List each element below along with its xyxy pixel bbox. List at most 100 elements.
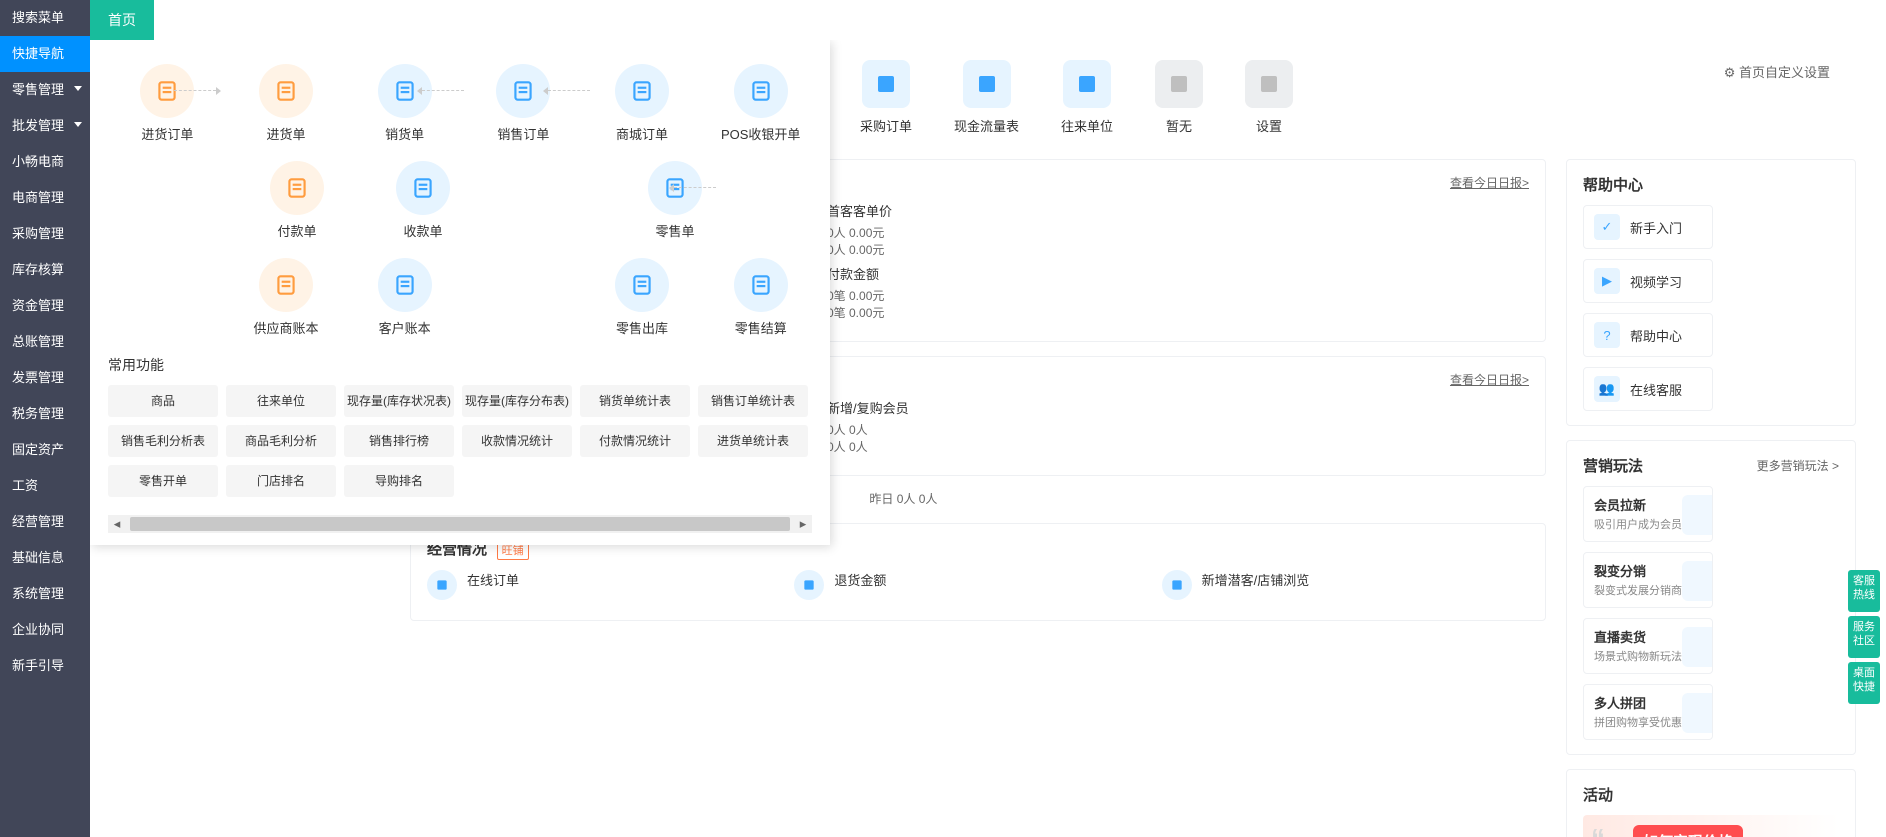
promo-headline: 如何实现价格 精细化管理，: [1633, 825, 1743, 837]
marketing-item[interactable]: 多人拼团拼团购物享受优惠: [1583, 684, 1713, 740]
tile-label: 采购订单: [860, 116, 912, 135]
common-function-button[interactable]: 往来单位: [226, 385, 336, 417]
flow-node[interactable]: 供应商账本: [227, 258, 346, 337]
rail-button[interactable]: 客服热线: [1848, 570, 1880, 612]
flow-circle-icon: [615, 258, 669, 312]
sidebar-search[interactable]: 搜索菜单: [0, 0, 90, 36]
common-function-button[interactable]: 零售开单: [108, 465, 218, 497]
rail-button[interactable]: 服务社区: [1848, 616, 1880, 658]
common-function-button[interactable]: 销货单统计表: [580, 385, 690, 417]
help-icon: ?: [1594, 322, 1620, 348]
daily-report-link-2[interactable]: 查看今日日报>: [1450, 371, 1529, 388]
sidebar-item[interactable]: 经营管理: [0, 504, 90, 540]
quick-tile[interactable]: 设置: [1245, 60, 1293, 135]
help-label: 视频学习: [1630, 272, 1682, 291]
common-function-button[interactable]: 商品毛利分析: [226, 425, 336, 457]
help-icon: ▶: [1594, 268, 1620, 294]
stat-line: 0人 0.00元: [827, 241, 892, 258]
help-label: 在线客服: [1630, 380, 1682, 399]
common-function-button[interactable]: 商品: [108, 385, 218, 417]
sidebar-item[interactable]: 新手引导: [0, 648, 90, 684]
marketing-more-link[interactable]: 更多营销玩法 >: [1757, 457, 1839, 474]
flow-node[interactable]: 进货单: [227, 64, 346, 143]
rail-button[interactable]: 桌面快捷: [1848, 662, 1880, 704]
quick-tile[interactable]: 往来单位: [1061, 60, 1113, 135]
sidebar-item[interactable]: 电商管理: [0, 180, 90, 216]
sidebar-item[interactable]: 税务管理: [0, 396, 90, 432]
common-function-button[interactable]: 现存量(库存分布表): [462, 385, 572, 417]
quick-tile[interactable]: 暂无: [1155, 60, 1203, 135]
sidebar-item[interactable]: 系统管理: [0, 576, 90, 612]
sidebar-item[interactable]: 发票管理: [0, 360, 90, 396]
marketing-item[interactable]: 直播卖货场景式购物新玩法: [1583, 618, 1713, 674]
common-function-button[interactable]: 收款情况统计: [462, 425, 572, 457]
flow-node[interactable]: 付款单: [234, 161, 360, 240]
flow-node[interactable]: 销货单: [345, 64, 464, 143]
common-function-button[interactable]: 销售毛利分析表: [108, 425, 218, 457]
daily-report-link[interactable]: 查看今日日报>: [1450, 174, 1529, 191]
sidebar-item[interactable]: 总账管理: [0, 324, 90, 360]
sidebar-item[interactable]: 小畅电商: [0, 144, 90, 180]
sidebar-item[interactable]: 快捷导航: [0, 36, 90, 72]
help-item[interactable]: ✓新手入门: [1583, 205, 1713, 249]
sidebar-item[interactable]: 固定资产: [0, 432, 90, 468]
sidebar-item[interactable]: 库存核算: [0, 252, 90, 288]
flow-node[interactable]: 商城订单: [583, 64, 702, 143]
top-tabs: 首页: [90, 0, 154, 40]
flow-label: 零售单: [612, 221, 738, 240]
sidebar-item[interactable]: 资金管理: [0, 288, 90, 324]
flow-label: 付款单: [234, 221, 360, 240]
sidebar-item[interactable]: 零售管理: [0, 72, 90, 108]
flow-node[interactable]: 销售订单: [464, 64, 583, 143]
flow-node[interactable]: 收款单: [360, 161, 486, 240]
sidebar-item[interactable]: 企业协同: [0, 612, 90, 648]
scrollbar-thumb[interactable]: [130, 517, 790, 531]
flow-node[interactable]: 进货订单: [108, 64, 227, 143]
common-function-button[interactable]: 门店排名: [226, 465, 336, 497]
flow-label: 进货订单: [108, 124, 227, 143]
tile-icon: [1155, 60, 1203, 108]
flow-node[interactable]: 零售出库: [583, 258, 702, 337]
flow-node[interactable]: POS收银开单: [701, 64, 820, 143]
flow-circle-icon: [615, 64, 669, 118]
scroll-right-icon[interactable]: ▸: [794, 515, 812, 533]
sidebar-item[interactable]: 工资: [0, 468, 90, 504]
help-item[interactable]: 👥在线客服: [1583, 367, 1713, 411]
common-function-button[interactable]: 销售订单统计表: [698, 385, 808, 417]
sidebar-item[interactable]: 批发管理: [0, 108, 90, 144]
decoration-icon: [1682, 561, 1713, 601]
tab-home[interactable]: 首页: [90, 0, 154, 40]
stat-icon: [1162, 570, 1192, 600]
marketing-item[interactable]: 裂变分销裂变式发展分销商: [1583, 552, 1713, 608]
customize-homepage-link[interactable]: ⚙ 首页自定义设置: [1724, 62, 1830, 81]
flow-node[interactable]: 客户账本: [345, 258, 464, 337]
quick-tile[interactable]: 采购订单: [860, 60, 912, 135]
stat-title: 退货金额: [834, 570, 886, 589]
flow-node[interactable]: 零售结算: [701, 258, 820, 337]
help-item[interactable]: ▶ 视频学习: [1583, 259, 1713, 303]
quick-tile[interactable]: 现金流量表: [954, 60, 1019, 135]
decoration-icon: [1682, 495, 1713, 535]
flow-node[interactable]: 零售单: [612, 161, 738, 240]
promo-banner[interactable]: “ 如何实现价格 精细化管理， 降本升效 2022年9月23日 14:00（周五…: [1583, 815, 1839, 837]
quick-nav-flyout: 进货订单进货单销货单销售订单商城订单POS收银开单 付款单收款单零售单 供应商账…: [90, 40, 830, 545]
stat-title: 首客客单价: [827, 201, 892, 220]
common-functions-title: 常用功能: [108, 355, 820, 375]
flyout-scrollbar[interactable]: ◂ ▸: [108, 515, 812, 533]
scroll-left-icon[interactable]: ◂: [108, 515, 126, 533]
help-item[interactable]: ?帮助中心: [1583, 313, 1713, 357]
common-function-button[interactable]: 付款情况统计: [580, 425, 690, 457]
flow-circle-icon: [259, 64, 313, 118]
help-card: 帮助中心 ✓新手入门▶视频学习?帮助中心👥在线客服: [1566, 159, 1856, 426]
common-function-button[interactable]: 销售排行榜: [344, 425, 454, 457]
common-function-button[interactable]: 现存量(库存状况表): [344, 385, 454, 417]
marketing-item[interactable]: 会员拉新吸引用户成为会员: [1583, 486, 1713, 542]
common-function-button[interactable]: 进货单统计表: [698, 425, 808, 457]
flow-label: 零售出库: [583, 318, 702, 337]
tile-icon: [1245, 60, 1293, 108]
sidebar-item[interactable]: 基础信息: [0, 540, 90, 576]
marketing-title: 营销玩法: [1583, 455, 1643, 476]
sidebar-item[interactable]: 采购管理: [0, 216, 90, 252]
common-function-button[interactable]: 导购排名: [344, 465, 454, 497]
stat-line: 0笔 0.00元: [827, 287, 884, 304]
